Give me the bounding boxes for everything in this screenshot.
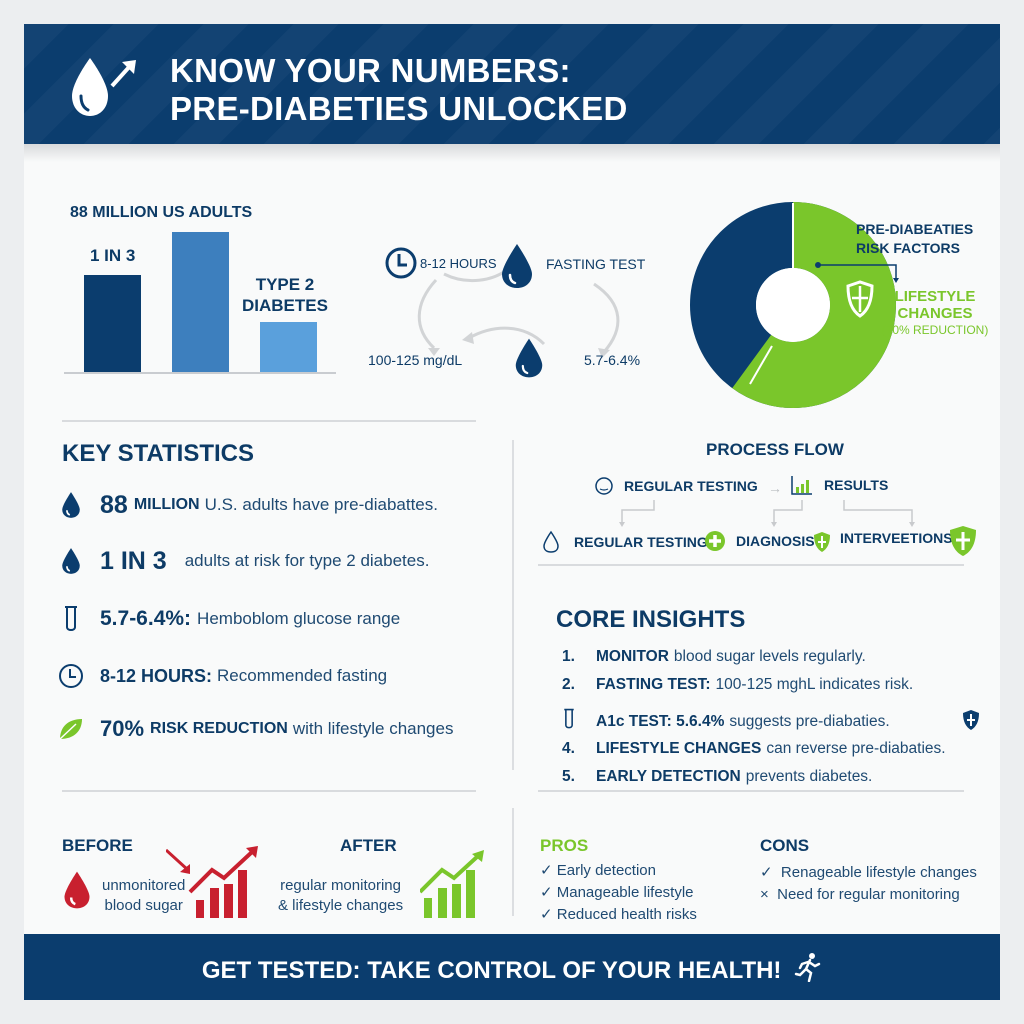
stat-1-in-3: 1 IN 3 adults at risk for type 2 diabete…	[58, 546, 429, 576]
water-drop-outline-icon	[543, 530, 559, 553]
call-to-action: GET TESTED: TAKE CONTROL OF YOUR HEALTH!	[24, 952, 1000, 985]
bar-chart-title: 88 MILLION US ADULTS	[70, 204, 253, 221]
check-icon: ✓	[540, 884, 557, 901]
blood-drop-icon	[502, 244, 532, 288]
bar-1-in-3	[84, 275, 141, 372]
fasting-mgdl-label: 100-125 mg/dL	[368, 352, 463, 368]
rising-chart-red-icon	[166, 846, 258, 918]
cycle-arrows	[417, 262, 620, 358]
bar-88-million	[172, 232, 229, 372]
blood-drop-icon	[515, 338, 543, 378]
flow-step-results: RESULTS	[790, 474, 888, 496]
pros-item: ✓ Early detection	[540, 862, 656, 879]
donut-label: LIFESTYLE CHANGES (70% REDUCTION)	[881, 288, 989, 337]
shield-icon	[963, 710, 979, 730]
stat-risk-reduction: 70% RISK REDUCTION with lifestyle change…	[58, 714, 453, 744]
cons-title: CONS	[760, 836, 810, 855]
after-text: regular monitoring & lifestyle changes	[278, 877, 404, 914]
rising-chart-green-icon	[420, 850, 484, 918]
bar-chart	[64, 224, 336, 372]
bar-chart-icon	[791, 476, 812, 495]
insight-item: 2. FASTING TEST: 100-125 mghL indicates …	[562, 676, 914, 693]
before-label: BEFORE	[62, 836, 133, 855]
flow-step-interventions: INTERVEETIONS	[840, 530, 953, 546]
x-icon: ×	[760, 886, 769, 903]
insight-item: 1. MONITOR blood sugar levels regularly.	[562, 648, 866, 665]
blood-drop-icon	[58, 490, 84, 520]
divider	[538, 564, 964, 566]
clock-icon	[58, 661, 84, 691]
header-shadow	[24, 144, 1000, 162]
donut-title: PRE-DIABEATIES RISK FACTORS	[856, 221, 974, 256]
insight-item: 4. LIFESTYLE CHANGES can reverse pre-dia…	[562, 740, 946, 757]
cons-item: × Need for regular monitoring	[760, 886, 960, 903]
bar-chart-axis	[64, 372, 336, 374]
blood-drop-icon	[58, 546, 84, 576]
stat-fasting-hours: 8-12 HOURS: Recommended fasting	[58, 661, 387, 691]
check-icon: ✓	[540, 906, 557, 923]
blood-drop-arrow-icon	[72, 58, 136, 116]
bar-type-2-diabetes	[260, 322, 317, 372]
insight-item: 5. EARLY DETECTION prevents diabetes.	[562, 768, 873, 785]
key-statistics-title: KEY STATISTICS	[62, 440, 255, 467]
pros-item: ✓ Manageable lifestyle	[540, 884, 694, 901]
process-flow-title: PROCESS FLOW	[706, 440, 844, 459]
insight-item: A1c TEST: 5.6.4% suggests pre-diabaties.	[562, 708, 890, 735]
pros-item: ✓ Reduced health risks	[540, 906, 697, 923]
divider	[62, 790, 476, 792]
donut-callout-line	[815, 262, 899, 283]
divider	[538, 790, 964, 792]
clock-icon	[385, 247, 417, 279]
pros-title: PROS	[540, 836, 589, 855]
cons-item: ✓ Renageable lifestyle changes	[760, 864, 977, 881]
test-tube-icon	[58, 604, 84, 634]
infographic: KNOW YOUR NUMBERS: PRE-DIABETIES UNLOCKE…	[24, 24, 1000, 1000]
divider	[512, 808, 514, 916]
a1c-range-label: 5.7-6.4%	[584, 352, 641, 368]
bar-label-1-in-3: 1 IN 3	[90, 246, 136, 265]
cons-list: ✓ Renageable lifestyle changes × Need fo…	[760, 862, 977, 906]
leaf-icon	[58, 714, 84, 744]
page-title: KNOW YOUR NUMBERS: PRE-DIABETIES UNLOCKE…	[170, 52, 628, 127]
plus-circle-icon	[705, 531, 725, 551]
flow-step-regular-testing: REGULAR TESTING	[594, 476, 758, 496]
divider	[512, 440, 514, 770]
fasting-test-label: FASTING TEST	[546, 256, 646, 272]
core-insights-title: CORE INSIGHTS	[556, 606, 746, 633]
bar-label-type-2: TYPE 2 DIABETES	[242, 275, 328, 315]
check-icon: ✓	[760, 864, 773, 881]
flow-connectors	[619, 500, 915, 527]
flow-arrow: →	[768, 480, 782, 496]
divider	[62, 420, 476, 422]
test-tube-icon	[562, 708, 596, 735]
shield-icon	[950, 526, 976, 556]
after-label: AFTER	[340, 836, 397, 855]
flow-step-regular-testing-2: REGULAR TESTING	[542, 530, 708, 554]
before-text: unmonitored blood sugar	[102, 877, 186, 914]
footer-banner: GET TESTED: TAKE CONTROL OF YOUR HEALTH!	[24, 934, 1000, 1000]
donut-chart	[690, 202, 896, 408]
shield-icon	[814, 532, 830, 552]
stat-a1c-range: 5.7-6.4%: Hemboblom glucose range	[58, 604, 400, 634]
fasting-hours-label: 8-12 HOURS	[420, 256, 497, 271]
blood-drop-icon	[64, 871, 90, 909]
check-icon: ✓	[540, 862, 557, 879]
flow-step-diagnosis: DIAGNOSIS	[704, 530, 815, 552]
face-icon	[595, 477, 613, 495]
running-person-icon	[794, 953, 821, 983]
pros-list: ✓ Early detection ✓ Manageable lifestyle…	[540, 860, 697, 926]
header-banner: KNOW YOUR NUMBERS: PRE-DIABETIES UNLOCKE…	[24, 24, 1000, 144]
stat-88-million: 88 MILLION U.S. adults have pre-diabatte…	[58, 490, 438, 520]
